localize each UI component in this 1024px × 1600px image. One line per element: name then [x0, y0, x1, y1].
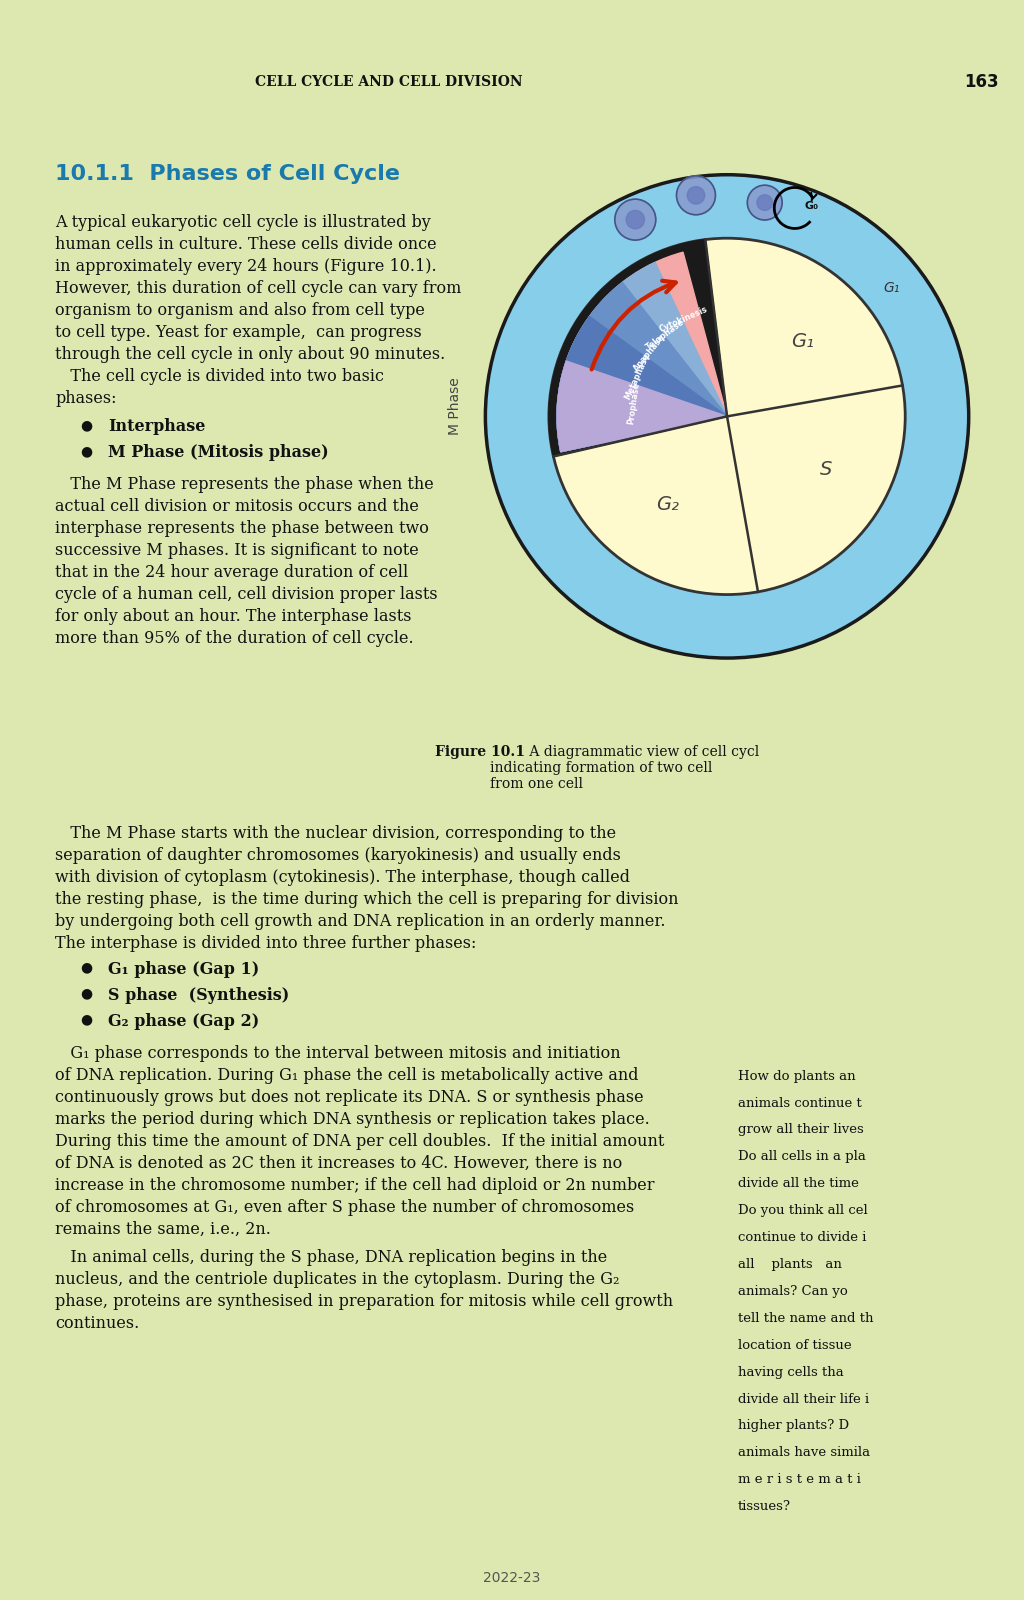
Text: ●: ●	[80, 418, 92, 432]
Text: marks the period during which DNA synthesis or replication takes place.: marks the period during which DNA synthe…	[55, 1110, 650, 1128]
Circle shape	[549, 238, 905, 595]
Text: G₁: G₁	[791, 331, 814, 350]
Text: by undergoing both cell growth and DNA replication in an orderly manner.: by undergoing both cell growth and DNA r…	[55, 912, 666, 930]
Text: from one cell: from one cell	[490, 776, 583, 790]
Text: separation of daughter chromosomes (karyokinesis) and usually ends: separation of daughter chromosomes (kary…	[55, 846, 621, 864]
Text: Cytokinesis: Cytokinesis	[658, 304, 710, 334]
Text: M Phase: M Phase	[447, 378, 462, 435]
Text: tissues?: tissues?	[738, 1501, 792, 1514]
Text: for only about an hour. The interphase lasts: for only about an hour. The interphase l…	[55, 608, 412, 626]
Text: Do all cells in a pla: Do all cells in a pla	[738, 1150, 866, 1163]
Text: ●: ●	[80, 960, 92, 974]
Text: nucleus, and the centriole duplicates in the cytoplasm. During the G₂: nucleus, and the centriole duplicates in…	[55, 1270, 620, 1288]
Text: The cell cycle is divided into two basic: The cell cycle is divided into two basic	[55, 368, 384, 386]
Text: of chromosomes at G₁, even after S phase the number of chromosomes: of chromosomes at G₁, even after S phase…	[55, 1198, 634, 1216]
Text: indicating formation of two cell: indicating formation of two cell	[490, 760, 713, 774]
Text: remains the same, i.e., 2n.: remains the same, i.e., 2n.	[55, 1221, 271, 1238]
Text: 2022-23: 2022-23	[483, 1571, 541, 1584]
Text: The M Phase starts with the nuclear division, corresponding to the: The M Phase starts with the nuclear divi…	[55, 824, 616, 842]
Text: The M Phase represents the phase when the: The M Phase represents the phase when th…	[55, 477, 434, 493]
Text: Prophase: Prophase	[627, 381, 641, 426]
Text: S: S	[820, 459, 833, 478]
Text: 163: 163	[964, 72, 998, 91]
Text: However, this duration of cell cycle can vary from: However, this duration of cell cycle can…	[55, 280, 462, 298]
Wedge shape	[557, 262, 727, 451]
Text: Interphase: Interphase	[108, 418, 206, 435]
Text: through the cell cycle in only about 90 minutes.: through the cell cycle in only about 90 …	[55, 346, 445, 363]
Text: human cells in culture. These cells divide once: human cells in culture. These cells divi…	[55, 237, 436, 253]
Text: higher plants? D: higher plants? D	[738, 1419, 849, 1432]
Text: organism to organism and also from cell type: organism to organism and also from cell …	[55, 302, 425, 318]
Wedge shape	[557, 362, 727, 451]
Text: A diagrammatic view of cell cycl: A diagrammatic view of cell cycl	[525, 744, 759, 758]
Circle shape	[748, 186, 782, 221]
Text: phase, proteins are synthesised in preparation for mitosis while cell growth: phase, proteins are synthesised in prepa…	[55, 1293, 673, 1310]
Circle shape	[626, 211, 644, 229]
Text: In animal cells, during the S phase, DNA replication begins in the: In animal cells, during the S phase, DNA…	[55, 1250, 607, 1266]
Text: CELL CYCLE AND CELL DIVISION: CELL CYCLE AND CELL DIVISION	[255, 75, 523, 88]
Circle shape	[485, 174, 969, 658]
Text: G₁ phase (Gap 1): G₁ phase (Gap 1)	[108, 960, 259, 978]
Text: having cells tha: having cells tha	[738, 1366, 844, 1379]
Text: G₂ phase (Gap 2): G₂ phase (Gap 2)	[108, 1013, 259, 1030]
Text: increase in the chromosome number; if the cell had diploid or 2n number: increase in the chromosome number; if th…	[55, 1178, 654, 1194]
Circle shape	[677, 176, 716, 214]
Wedge shape	[557, 317, 727, 451]
Text: of DNA replication. During G₁ phase the cell is metabolically active and: of DNA replication. During G₁ phase the …	[55, 1067, 639, 1083]
Text: How do plants an: How do plants an	[738, 1070, 856, 1083]
Text: S phase  (Synthesis): S phase (Synthesis)	[108, 987, 289, 1003]
Text: tell the name and th: tell the name and th	[738, 1312, 873, 1325]
Circle shape	[614, 198, 655, 240]
Text: continue to divide i: continue to divide i	[738, 1230, 866, 1245]
Text: to cell type. Yeast for example,  can progress: to cell type. Yeast for example, can pro…	[55, 325, 422, 341]
Text: location of tissue: location of tissue	[738, 1339, 852, 1352]
Text: During this time the amount of DNA per cell doubles.  If the initial amount: During this time the amount of DNA per c…	[55, 1133, 665, 1150]
FancyArrowPatch shape	[592, 280, 676, 370]
Text: continues.: continues.	[55, 1315, 139, 1333]
Text: of DNA is denoted as 2C then it increases to 4C. However, there is no: of DNA is denoted as 2C then it increase…	[55, 1155, 623, 1171]
Text: ●: ●	[80, 1013, 92, 1027]
Text: grow all their lives: grow all their lives	[738, 1123, 864, 1136]
Text: M Phase (Mitosis phase): M Phase (Mitosis phase)	[108, 445, 329, 461]
Text: A typical eukaryotic cell cycle is illustrated by: A typical eukaryotic cell cycle is illus…	[55, 214, 431, 230]
Text: continuously grows but does not replicate its DNA. S or synthesis phase: continuously grows but does not replicat…	[55, 1090, 644, 1106]
Text: animals have simila: animals have simila	[738, 1446, 870, 1459]
Text: with division of cytoplasm (cytokinesis). The interphase, though called: with division of cytoplasm (cytokinesis)…	[55, 869, 630, 886]
Text: animals continue t: animals continue t	[738, 1096, 862, 1109]
Text: more than 95% of the duration of cell cycle.: more than 95% of the duration of cell cy…	[55, 630, 414, 648]
Text: actual cell division or mitosis occurs and the: actual cell division or mitosis occurs a…	[55, 498, 419, 515]
Text: G₂: G₂	[656, 494, 679, 514]
Text: ●: ●	[80, 987, 92, 1000]
Text: G₁ phase corresponds to the interval between mitosis and initiation: G₁ phase corresponds to the interval bet…	[55, 1045, 621, 1062]
Text: Anaphase: Anaphase	[632, 333, 667, 373]
Text: Figure 10.1: Figure 10.1	[435, 744, 525, 758]
Text: that in the 24 hour average duration of cell: that in the 24 hour average duration of …	[55, 565, 409, 581]
Text: animals? Can yo: animals? Can yo	[738, 1285, 848, 1298]
Wedge shape	[557, 283, 727, 451]
Wedge shape	[557, 253, 727, 451]
Text: divide all their life i: divide all their life i	[738, 1392, 869, 1405]
Text: phases:: phases:	[55, 390, 117, 408]
Text: Do you think all cel: Do you think all cel	[738, 1205, 868, 1218]
Text: the resting phase,  is the time during which the cell is preparing for division: the resting phase, is the time during wh…	[55, 891, 679, 907]
Circle shape	[687, 187, 705, 205]
Text: ●: ●	[80, 445, 92, 458]
Text: interphase represents the phase between two: interphase represents the phase between …	[55, 520, 429, 538]
Text: all    plants   an: all plants an	[738, 1258, 842, 1270]
Text: successive M phases. It is significant to note: successive M phases. It is significant t…	[55, 542, 419, 560]
Text: Telophase: Telophase	[644, 317, 686, 352]
Text: G₁: G₁	[884, 280, 900, 294]
Text: The interphase is divided into three further phases:: The interphase is divided into three fur…	[55, 934, 476, 952]
Text: cycle of a human cell, cell division proper lasts: cycle of a human cell, cell division pro…	[55, 586, 437, 603]
Text: divide all the time: divide all the time	[738, 1178, 859, 1190]
Text: m e r i s t e m a t i: m e r i s t e m a t i	[738, 1474, 861, 1486]
Text: 10.1.1  Phases of Cell Cycle: 10.1.1 Phases of Cell Cycle	[55, 165, 400, 184]
Text: in approximately every 24 hours (Figure 10.1).: in approximately every 24 hours (Figure …	[55, 258, 436, 275]
Text: G₀: G₀	[805, 202, 819, 211]
Wedge shape	[549, 240, 727, 456]
Circle shape	[757, 195, 772, 211]
Text: Metaphase: Metaphase	[623, 352, 651, 402]
